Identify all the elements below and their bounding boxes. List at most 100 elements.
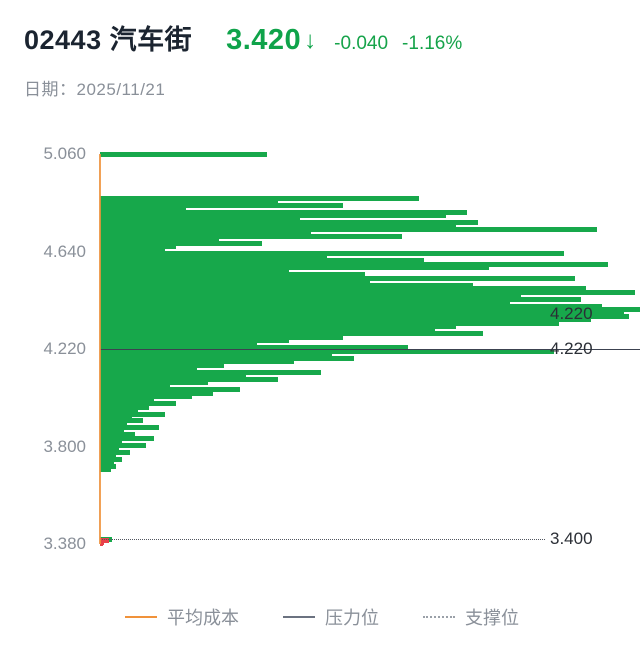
y-axis-tick-label: 3.800: [43, 436, 86, 456]
chip-bar: [100, 237, 219, 243]
chip-bar: [100, 233, 403, 239]
chip-bar: [100, 460, 114, 466]
chip-bar: [100, 467, 111, 473]
chip-bar: [100, 428, 125, 434]
chip-bar: [100, 282, 473, 288]
chip-bar: [100, 442, 146, 448]
chip-bar: [100, 376, 279, 382]
chip-bar: [100, 289, 635, 295]
legend-swatch-icon: [283, 616, 315, 618]
chip-bar: [100, 303, 603, 309]
chip-bar: [100, 383, 171, 389]
chip-bar: [100, 265, 489, 271]
support-line: [100, 539, 545, 541]
chip-bar: [100, 538, 109, 544]
chip-bar: [100, 362, 225, 368]
chip-bar: [100, 439, 122, 445]
chip-bar: [100, 327, 435, 333]
legend-label: 平均成本: [167, 608, 239, 628]
chip-bar: [100, 202, 343, 208]
chip-bar: [100, 397, 154, 403]
chip-bar: [100, 244, 176, 250]
legend-item[interactable]: 支撑位: [423, 604, 519, 630]
average-cost-line: [99, 154, 101, 544]
chip-bar: [100, 324, 457, 330]
chip-bar: [100, 209, 468, 215]
chip-bar: [100, 195, 419, 201]
chip-bar: [100, 411, 165, 417]
chip-bar: [100, 293, 522, 299]
chip-bar: [100, 216, 300, 222]
chip-bar: [100, 355, 354, 361]
chip-bar: [100, 334, 343, 340]
chip-bar: [100, 453, 117, 459]
chip-bar: [100, 414, 133, 420]
chip-bar: [100, 286, 586, 292]
chip-bar: [100, 404, 149, 410]
chip-bar: [100, 373, 246, 379]
chip-bar: [100, 331, 484, 337]
chip-distribution-chart: 5.060 4.640 4.220 3.800 3.380 4.220 4.220 3.40…: [0, 138, 644, 558]
chip-bar: [100, 199, 279, 205]
legend-label: 支撑位: [465, 608, 519, 628]
chip-bar: [100, 247, 165, 253]
quote-title-row: 02443 汽车街 3.420 ↓ -0.040 -1.16%: [24, 18, 644, 57]
chip-bar: [100, 258, 424, 264]
chip-bar: [100, 425, 160, 431]
chip-bar: [100, 352, 333, 358]
chip-bar: [100, 226, 597, 232]
chip-bar: [100, 300, 511, 306]
chip-bar: [100, 261, 608, 267]
chip-bar: [100, 272, 365, 278]
chip-bar: [100, 338, 289, 344]
chip-bar: [100, 320, 559, 326]
last-price: 3.420: [226, 24, 302, 56]
chip-bar: [100, 314, 630, 319]
support-line-label: 3.400: [550, 529, 593, 549]
chip-bar: [100, 307, 640, 313]
chip-bar: [100, 317, 592, 323]
chip-bar: [100, 240, 262, 246]
chip-bar: [100, 310, 624, 316]
chip-bar: [100, 206, 187, 212]
chip-bar: [100, 541, 103, 547]
legend-item[interactable]: 平均成本: [125, 604, 239, 630]
quote-header: 02443 汽车街 3.420 ↓ -0.040 -1.16% 日期：2025/…: [0, 0, 644, 100]
chip-bar: [100, 421, 127, 427]
chip-bar: [100, 151, 268, 157]
chip-bar: [100, 394, 192, 400]
chip-bar: [100, 449, 130, 455]
price-change-percent: -1.16%: [402, 33, 463, 54]
price-change: -0.040: [334, 33, 389, 54]
chip-bar: [100, 369, 322, 375]
chip-bar: [100, 401, 176, 407]
chip-bar: [100, 279, 370, 285]
chip-bar: [100, 268, 289, 274]
chip-bar: [100, 456, 122, 462]
chip-bar: [100, 435, 154, 441]
y-axis-tick-label: 3.380: [43, 534, 86, 553]
chip-bar: [100, 463, 117, 469]
chip-bar: [100, 341, 257, 347]
chip-bar: [100, 296, 581, 302]
y-axis-tick-label: 4.220: [43, 339, 86, 358]
chip-bar: [100, 230, 311, 236]
plot-area: 4.220 4.220 3.400: [100, 138, 644, 558]
pressure-line-label: 4.220: [550, 339, 593, 358]
chip-bar: [100, 359, 295, 365]
chip-bar: [100, 219, 478, 225]
chip-bar: [100, 213, 446, 219]
chip-bar: [100, 380, 208, 386]
legend-swatch-icon: [125, 616, 157, 618]
legend-swatch-icon: [423, 616, 455, 618]
chip-bar: [100, 366, 198, 372]
chip-bar: [100, 223, 457, 229]
date-label: 日期：2025/11/21: [24, 80, 166, 99]
chip-bar: [100, 432, 136, 438]
chip-bar: [100, 254, 327, 260]
pressure-upper-label: 4.220: [550, 304, 593, 323]
chip-bar: [100, 387, 241, 393]
page-title: 02443 汽车街: [24, 25, 193, 55]
y-axis-tick-label: 5.060: [43, 144, 86, 163]
legend-item[interactable]: 压力位: [283, 604, 379, 630]
